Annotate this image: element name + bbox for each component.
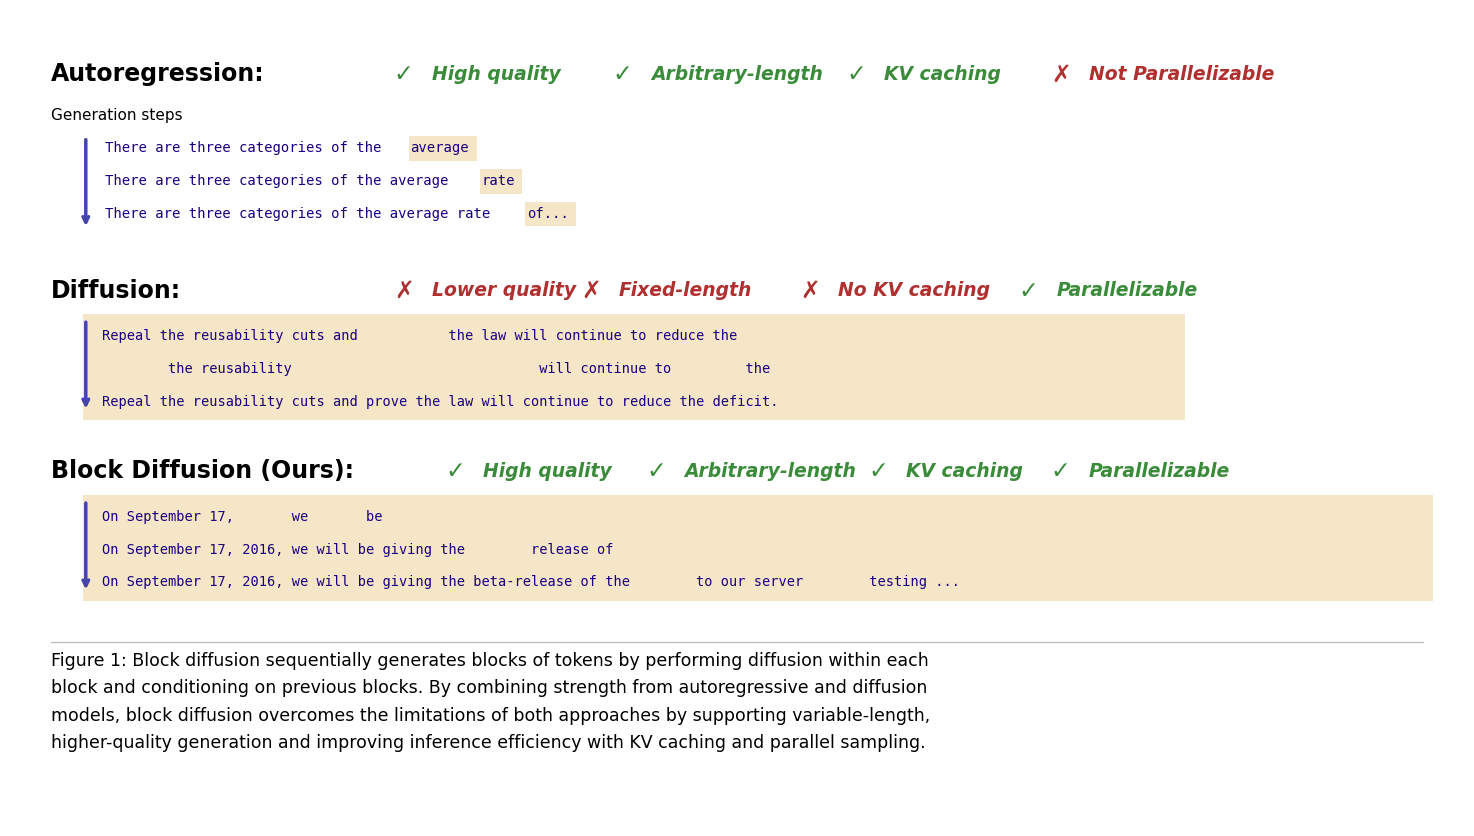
Text: Block Diffusion (Ours):: Block Diffusion (Ours): — [50, 460, 354, 483]
Text: Not Parallelizable: Not Parallelizable — [1089, 65, 1274, 84]
Text: ✓: ✓ — [1019, 278, 1039, 303]
Text: KV caching: KV caching — [907, 462, 1023, 481]
Text: There are three categories of the average rate: There are three categories of the averag… — [105, 207, 498, 221]
Text: ✗: ✗ — [1051, 63, 1070, 86]
Text: ✗: ✗ — [581, 278, 600, 303]
Text: ✗: ✗ — [800, 278, 820, 303]
Text: There are three categories of the average: There are three categories of the averag… — [105, 174, 457, 188]
Text: Parallelizable: Parallelizable — [1057, 281, 1198, 300]
Text: of...: of... — [526, 207, 569, 221]
FancyBboxPatch shape — [83, 495, 1434, 600]
Text: Autoregression:: Autoregression: — [50, 63, 264, 86]
Text: There are three categories of the: There are three categories of the — [105, 141, 389, 155]
Text: On September 17,       we       be: On September 17, we be — [102, 510, 382, 523]
Text: ✓: ✓ — [394, 63, 414, 86]
Text: the reusability                              will continue to         the: the reusability will continue to the — [102, 362, 769, 375]
Text: Repeal the reusability cuts and           the law will continue to reduce the: Repeal the reusability cuts and the law … — [102, 329, 737, 343]
Text: Parallelizable: Parallelizable — [1089, 462, 1231, 481]
FancyBboxPatch shape — [525, 201, 576, 227]
Text: ✓: ✓ — [647, 460, 666, 483]
Text: ✓: ✓ — [613, 63, 632, 86]
Text: On September 17, 2016, we will be giving the        release of: On September 17, 2016, we will be giving… — [102, 543, 613, 557]
Text: Repeal the reusability cuts and prove the law will continue to reduce the defici: Repeal the reusability cuts and prove th… — [102, 395, 778, 409]
Text: High quality: High quality — [483, 462, 612, 481]
Text: Figure 1: Block diffusion sequentially generates blocks of tokens by performing : Figure 1: Block diffusion sequentially g… — [50, 652, 930, 752]
Text: ✓: ✓ — [846, 63, 867, 86]
Text: Arbitrary-length: Arbitrary-length — [684, 462, 856, 481]
Text: High quality: High quality — [432, 65, 560, 84]
FancyBboxPatch shape — [481, 169, 522, 194]
Text: Diffusion:: Diffusion: — [50, 278, 181, 303]
Text: ✓: ✓ — [445, 460, 464, 483]
Text: Fixed-length: Fixed-length — [619, 281, 752, 300]
Text: ✓: ✓ — [868, 460, 889, 483]
Text: ✗: ✗ — [394, 278, 414, 303]
Text: rate: rate — [482, 174, 516, 188]
Text: Lower quality: Lower quality — [432, 281, 576, 300]
Text: On September 17, 2016, we will be giving the beta-release of the        to our s: On September 17, 2016, we will be giving… — [102, 575, 960, 589]
Text: ✓: ✓ — [1051, 460, 1070, 483]
FancyBboxPatch shape — [408, 136, 478, 161]
Text: Arbitrary-length: Arbitrary-length — [652, 65, 822, 84]
Text: average: average — [410, 141, 469, 155]
Text: No KV caching: No KV caching — [837, 281, 989, 300]
FancyBboxPatch shape — [83, 314, 1185, 420]
Text: Generation steps: Generation steps — [50, 108, 183, 123]
Text: KV caching: KV caching — [884, 65, 1001, 84]
